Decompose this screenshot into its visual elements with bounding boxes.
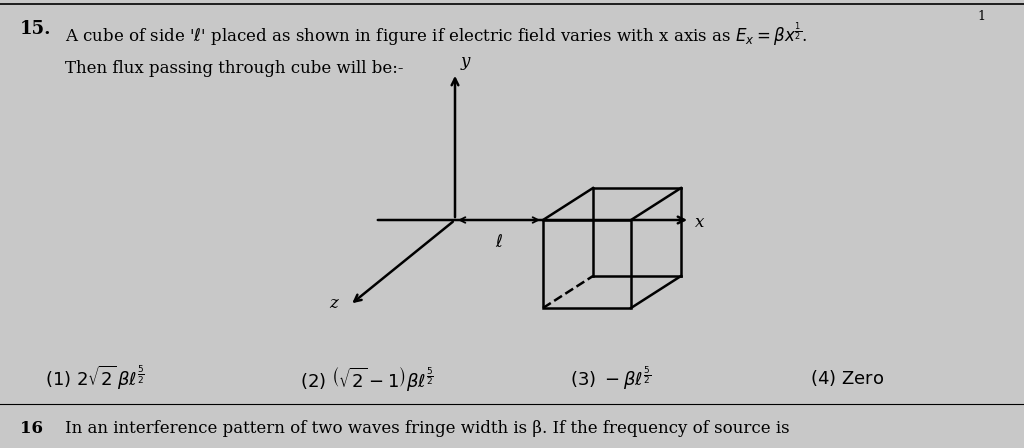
Text: 1: 1 xyxy=(977,10,985,23)
Text: $(3)\ -\beta\ell^{\frac{5}{2}}$: $(3)\ -\beta\ell^{\frac{5}{2}}$ xyxy=(570,364,651,392)
Text: $(2)\ \left(\sqrt{2}-1\right)\beta\ell^{\frac{5}{2}}$: $(2)\ \left(\sqrt{2}-1\right)\beta\ell^{… xyxy=(300,363,434,392)
Text: 15.: 15. xyxy=(20,20,51,38)
Text: 16: 16 xyxy=(20,420,43,437)
Text: In an interference pattern of two waves fringe width is β. If the frequency of s: In an interference pattern of two waves … xyxy=(65,420,790,437)
Text: y: y xyxy=(461,53,470,70)
Text: z: z xyxy=(330,294,338,311)
Text: A cube of side '$\ell$' placed as shown in figure if electric field varies with : A cube of side '$\ell$' placed as shown … xyxy=(65,20,808,48)
Text: $(1)\ 2\sqrt{2}\,\beta\ell^{\frac{5}{2}}$: $(1)\ 2\sqrt{2}\,\beta\ell^{\frac{5}{2}}… xyxy=(45,364,144,392)
Text: $(4)\ \mathrm{Zero}$: $(4)\ \mathrm{Zero}$ xyxy=(810,368,884,388)
Text: Then flux passing through cube will be:-: Then flux passing through cube will be:- xyxy=(65,60,403,77)
Text: $\ell$: $\ell$ xyxy=(495,234,503,251)
Text: x: x xyxy=(695,214,705,231)
